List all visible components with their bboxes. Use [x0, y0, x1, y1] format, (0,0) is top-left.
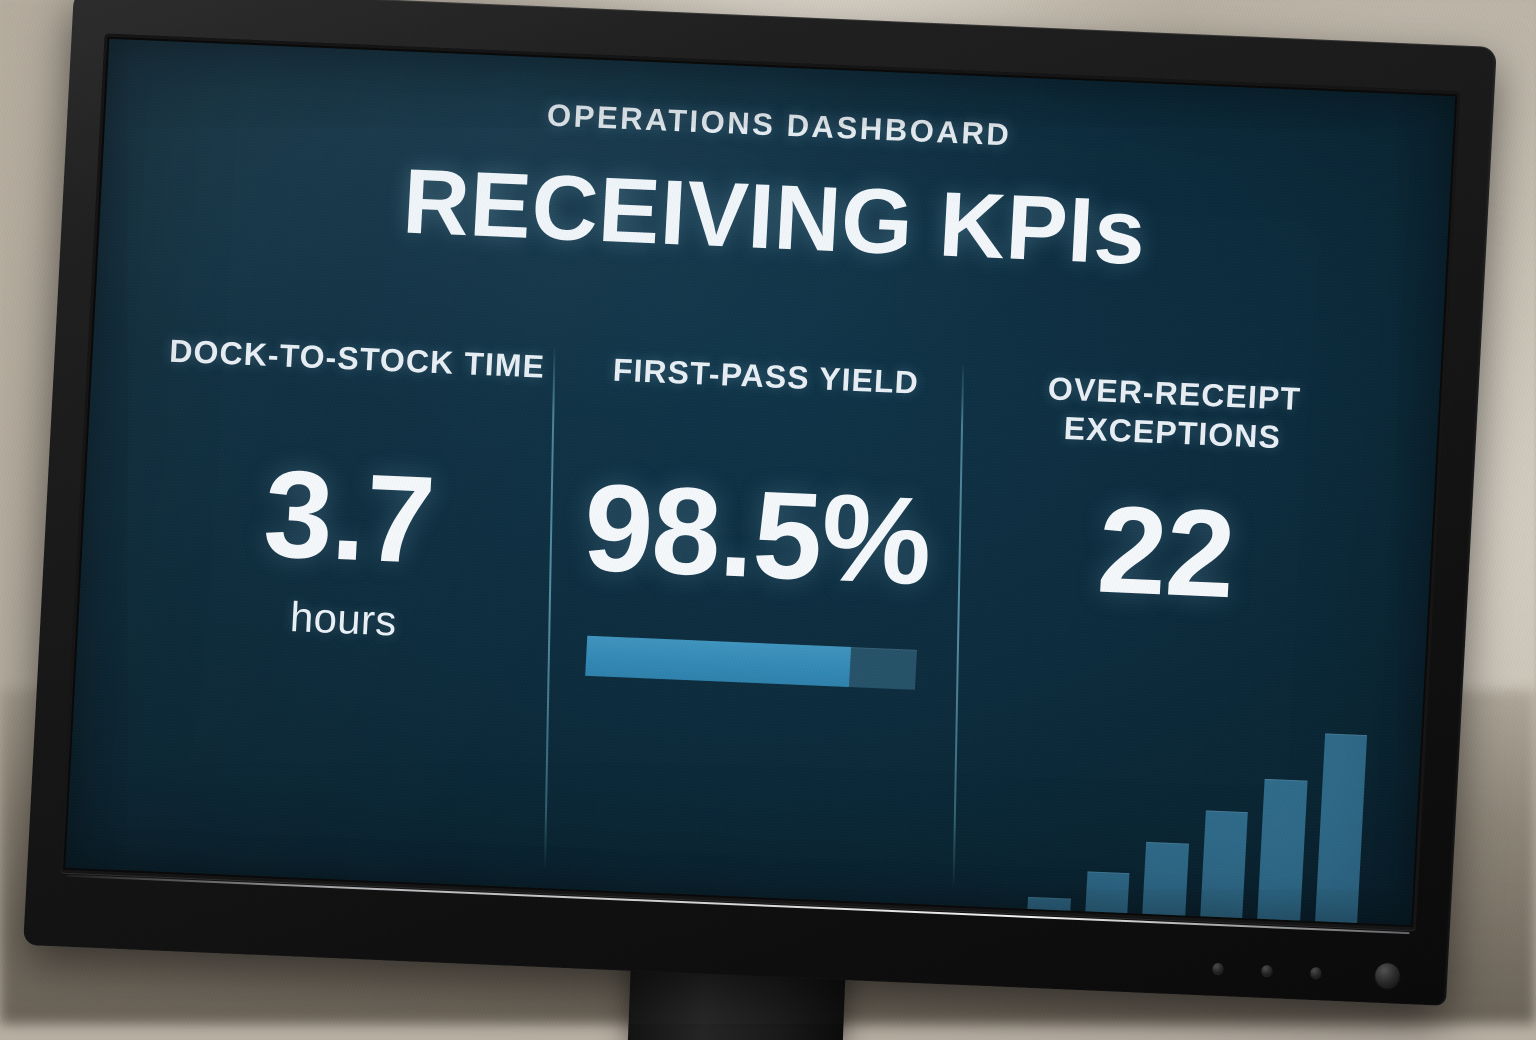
- bar-2: [1084, 871, 1130, 918]
- kpi-card-first-pass-yield[interactable]: FIRST-PASS YIELD 98.5%: [535, 348, 971, 885]
- kpi-value: 3.7: [260, 444, 438, 590]
- monitor-screen: OPERATIONS DASHBOARD RECEIVING KPIs DOCK…: [65, 38, 1456, 926]
- bar-6: [1314, 733, 1368, 926]
- bar-5: [1256, 778, 1308, 925]
- kpi-card-dock-to-stock-time[interactable]: DOCK-TO-STOCK TIME 3.7 hours: [126, 331, 562, 868]
- first-pass-yield-progress-bar: [584, 635, 917, 690]
- kpi-unit: hours: [288, 593, 398, 645]
- page-title: RECEIVING KPIs: [400, 150, 1149, 285]
- kpi-label: FIRST-PASS YIELD: [611, 351, 920, 401]
- kpi-label: DOCK-TO-STOCK TIME: [168, 332, 547, 385]
- plus-dot-icon[interactable]: [1310, 966, 1322, 978]
- menu-dot-icon[interactable]: [1212, 962, 1224, 974]
- progress-bar-fill: [584, 635, 851, 687]
- kpi-card-over-receipt-exceptions[interactable]: OVER-RECEIPT EXCEPTIONS 22: [944, 366, 1380, 926]
- kpi-label: OVER-RECEIPT EXCEPTIONS: [1047, 370, 1302, 456]
- power-button-icon[interactable]: [1374, 962, 1400, 988]
- monitor: OPERATIONS DASHBOARD RECEIVING KPIs DOCK…: [23, 0, 1497, 1006]
- over-receipt-exceptions-bar-chart: [1027, 713, 1368, 926]
- bar-4: [1199, 810, 1248, 922]
- bar-3: [1142, 841, 1189, 920]
- minus-dot-icon[interactable]: [1261, 964, 1273, 976]
- kpi-row: DOCK-TO-STOCK TIME 3.7 hours FIRST-PASS …: [126, 331, 1380, 926]
- kpi-value: 22: [1094, 480, 1238, 625]
- dashboard: OPERATIONS DASHBOARD RECEIVING KPIs DOCK…: [65, 39, 1455, 926]
- kpi-value: 98.5%: [580, 458, 935, 612]
